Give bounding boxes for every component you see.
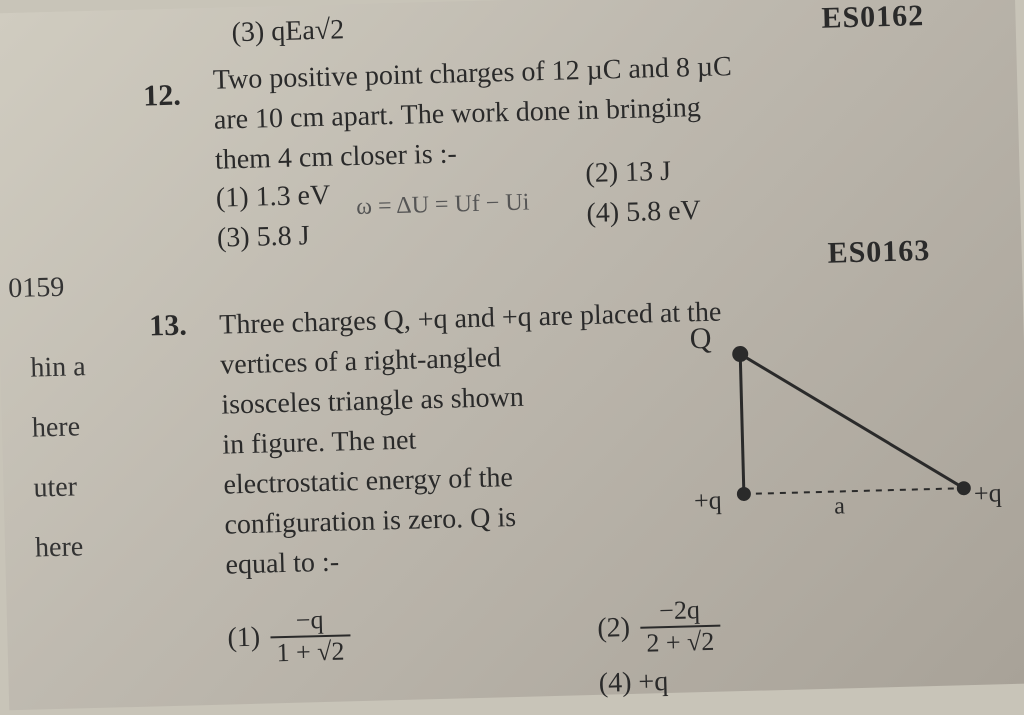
prev-opt3: (3) qEa√2 — [231, 14, 344, 49]
left-frag-hin: hin a — [30, 351, 86, 384]
q13-opt2-label: (2) — [597, 612, 630, 645]
left-frag-uter: uter — [33, 471, 77, 504]
q13-qright-label: +q — [974, 477, 1003, 510]
q13-number: 13. — [149, 309, 187, 344]
q13-opt1-frac: −q 1 + √2 — [269, 604, 351, 668]
q13-line4: in figure. The net — [222, 417, 643, 463]
q13-opt2-frac: −2q 2 + √2 — [639, 595, 721, 659]
code-es0163: ES0163 — [827, 234, 931, 271]
q12-number: 12. — [143, 79, 181, 114]
q12-opt3: (3) 5.8 J — [217, 220, 310, 254]
q13-qleft-label: +q — [694, 485, 723, 518]
left-frag-here1: here — [32, 411, 81, 444]
q13-opt1-num: −q — [269, 604, 350, 638]
q13-base-label: a — [834, 491, 845, 521]
q13-Q-label: Q — [689, 320, 712, 358]
q13-line3: isosceles triangle as shown — [221, 380, 524, 423]
q12-opt1: (1) 1.3 eV — [216, 180, 331, 215]
q13-diagram — [699, 317, 1004, 535]
q13-line6: configuration is zero. Q is — [224, 500, 516, 543]
q13-opt4: (4) +q — [598, 666, 668, 700]
code-es0162: ES0162 — [821, 0, 925, 36]
q12-opt4: (4) 5.8 eV — [586, 195, 701, 230]
q13-line5: electrostatic energy of the — [223, 460, 513, 503]
q13-opt1: (1) −q 1 + √2 — [227, 604, 351, 669]
left-frag-here2: here — [35, 531, 84, 564]
q13-line7: equal to :- — [225, 545, 339, 583]
q12-line3: them 4 cm closer is :- — [215, 136, 458, 177]
q13-line2: vertices of a right-angled — [220, 340, 501, 382]
q12-handwriting: ω = ΔU = Uf − Ui — [356, 190, 530, 222]
q13-opt2-num: −2q — [639, 595, 720, 629]
left-frag-0159: 0159 — [8, 272, 65, 305]
q13-opt2-den: 2 + √2 — [640, 627, 721, 659]
q13-opt2: (2) −2q 2 + √2 — [597, 595, 721, 660]
left-margin-fragments: 0159 hin a here uter here — [0, 10, 129, 710]
main-content: (3) qEa√2 ES0162 12. Two positive point … — [121, 0, 1001, 10]
q12-opt2: (2) 13 J — [585, 156, 671, 190]
q13-opt1-label: (1) — [227, 622, 260, 655]
q13-opt1-den: 1 + √2 — [270, 636, 351, 668]
